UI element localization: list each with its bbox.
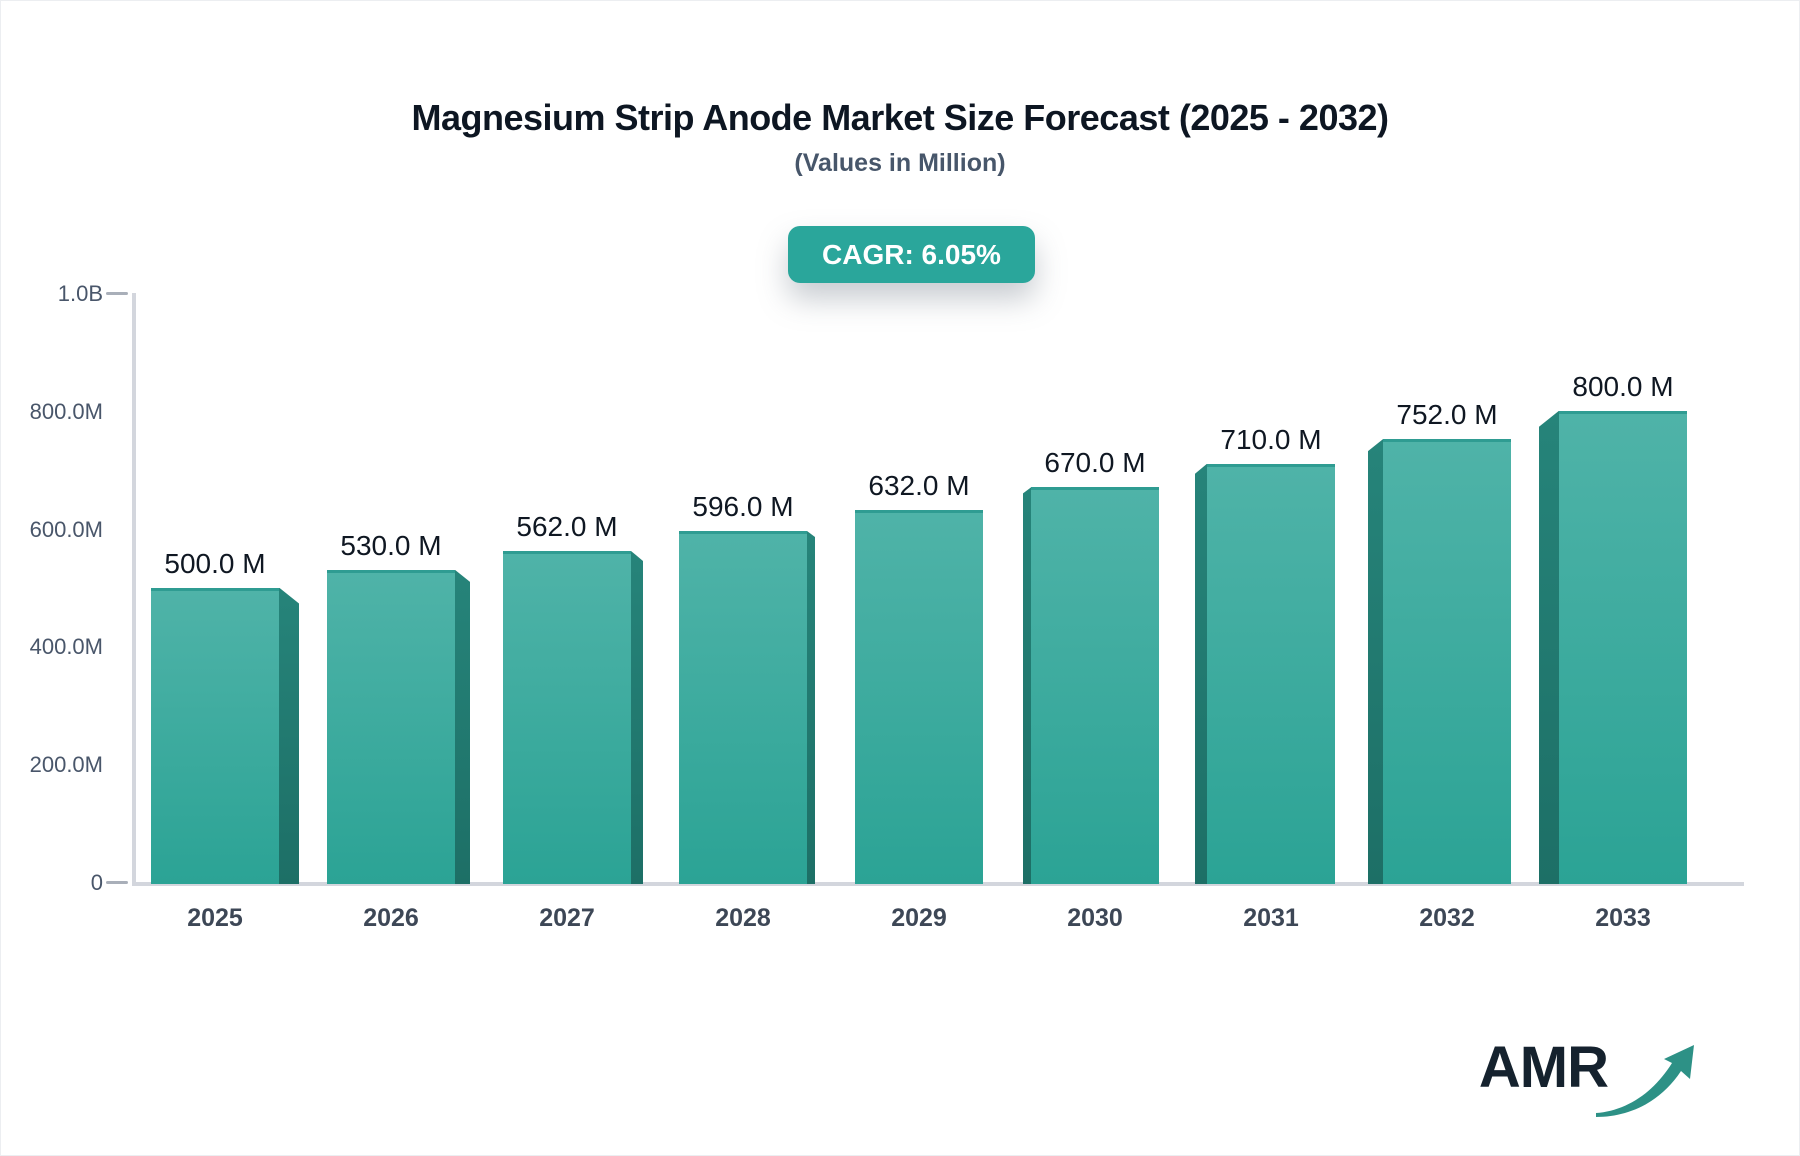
growth-arrow-icon: [1596, 1045, 1694, 1117]
x-axis-label-2026: 2026: [363, 904, 419, 932]
x-axis-label-2031: 2031: [1243, 904, 1299, 932]
y-tick-mark: [106, 292, 128, 295]
x-axis-label-2032: 2032: [1419, 904, 1475, 932]
y-tick-label: 0: [90, 870, 103, 895]
x-axis-label-2029: 2029: [891, 904, 947, 932]
y-tick-mark: [106, 881, 128, 884]
cagr-badge-label: CAGR: 6.05%: [822, 238, 1001, 270]
bar-value-label: 800.0 M: [1572, 370, 1674, 402]
cagr-badge: CAGR: 6.05%: [788, 226, 1035, 283]
bar-2031: [1207, 463, 1335, 884]
y-tick-label: 200.0M: [29, 752, 103, 778]
bar-side-face: [1539, 410, 1559, 884]
bar-side-face: [807, 530, 815, 884]
y-tick-label: 400.0M: [29, 634, 103, 660]
bar-value-label: 562.0 M: [516, 510, 618, 542]
bar-2025: [151, 587, 279, 884]
bar-2028: [679, 530, 807, 884]
y-tick-label: 600.0M: [29, 516, 103, 542]
bar-2029: [855, 509, 983, 884]
x-axis-label-2033: 2033: [1595, 904, 1651, 932]
bar-2033: [1559, 410, 1687, 884]
x-axis-label-2027: 2027: [539, 904, 595, 932]
chart-title: Magnesium Strip Anode Market Size Foreca…: [411, 97, 1390, 138]
bar-value-label: 670.0 M: [1044, 447, 1146, 479]
bar-side-face: [279, 587, 299, 884]
bar-2032: [1383, 439, 1511, 884]
amr-logo: AMR: [1479, 1039, 1699, 1119]
amr-logo-text: AMR: [1478, 1035, 1609, 1100]
x-axis-baseline: [132, 882, 1744, 886]
bar-2026: [327, 569, 455, 884]
x-axis-label-2028: 2028: [715, 904, 771, 932]
chart-subtitle: (Values in Million): [794, 149, 1006, 177]
bar-value-label: 632.0 M: [868, 469, 970, 501]
bar-value-label: 710.0 M: [1220, 423, 1322, 455]
bar-side-face: [1195, 463, 1207, 884]
x-axis-label-2025: 2025: [187, 904, 243, 932]
bar-side-face: [1023, 487, 1031, 884]
bar-side-face: [631, 550, 643, 884]
bar-2030: [1031, 487, 1159, 884]
bar-value-label: 752.0 M: [1396, 399, 1498, 431]
y-axis-line: [132, 293, 136, 886]
y-tick-label: 1.0B: [57, 281, 103, 306]
bar-value-label: 596.0 M: [692, 490, 794, 522]
x-axis-label-2030: 2030: [1067, 904, 1123, 932]
bar-side-face: [455, 569, 470, 884]
bar-value-label: 500.0 M: [164, 547, 266, 579]
bar-value-label: 530.0 M: [340, 529, 442, 561]
bar-2027: [503, 550, 631, 884]
bar-side-face: [1368, 439, 1383, 884]
y-tick-label: 800.0M: [29, 398, 103, 424]
